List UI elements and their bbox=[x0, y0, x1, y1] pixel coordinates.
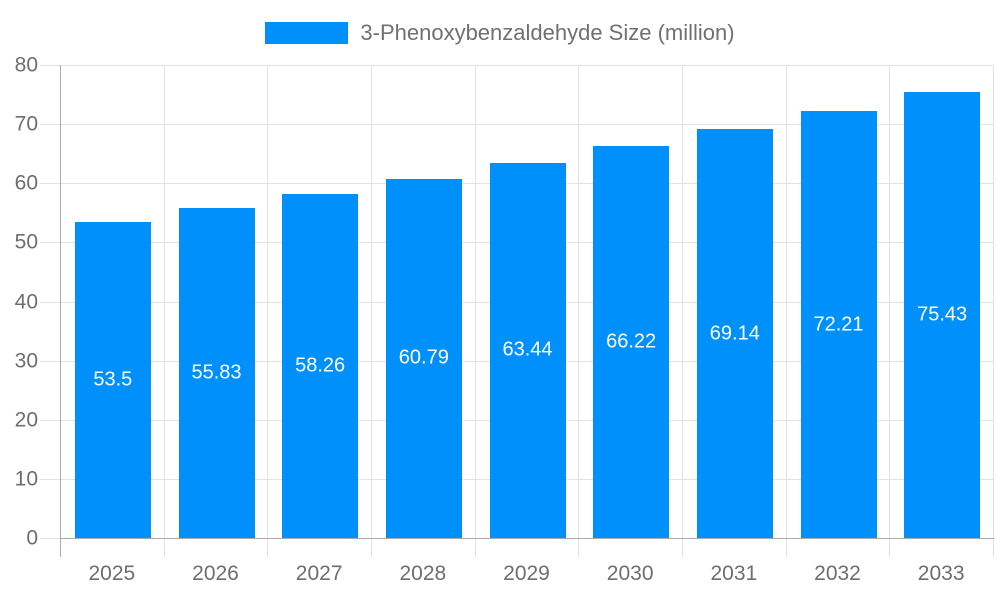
bar-2030[interactable]: 66.22 bbox=[593, 146, 670, 538]
x-axis-tick-label: 2033 bbox=[917, 562, 965, 585]
x-axis-tick-label: 2026 bbox=[192, 562, 239, 585]
bar-2032[interactable]: 72.21 bbox=[800, 111, 877, 538]
y-axis-tick bbox=[40, 301, 60, 303]
y-axis-tick-label: 70 bbox=[14, 112, 38, 136]
bar-value-label: 75.43 bbox=[917, 303, 968, 326]
chart-legend[interactable]: 3-Phenoxybenzaldehyde Size (million) bbox=[0, 20, 1000, 46]
bar-value-label: 72.21 bbox=[813, 313, 864, 336]
x-gridline bbox=[267, 65, 269, 538]
x-axis-tick bbox=[163, 539, 165, 557]
y-gridline bbox=[61, 124, 994, 126]
bar-2027[interactable]: 58.26 bbox=[282, 193, 359, 538]
x-axis-tick-label: 2030 bbox=[606, 562, 654, 585]
bar-value-label: 60.79 bbox=[398, 346, 449, 369]
y-axis-tick bbox=[40, 183, 60, 185]
x-gridline bbox=[163, 65, 165, 538]
bar-2031[interactable]: 69.14 bbox=[696, 129, 773, 538]
x-gridline bbox=[474, 65, 476, 538]
y-axis-tick-label: 0 bbox=[26, 526, 38, 550]
x-axis-tick bbox=[889, 539, 891, 557]
y-axis-tick bbox=[40, 360, 60, 362]
x-axis-tick bbox=[785, 539, 787, 557]
y-axis-tick-label: 80 bbox=[14, 53, 38, 77]
y-axis-tick bbox=[40, 124, 60, 126]
y-axis-tick bbox=[40, 65, 60, 66]
x-axis-tick bbox=[267, 539, 269, 557]
legend-label: 3-Phenoxybenzaldehyde Size (million) bbox=[360, 20, 735, 45]
legend-swatch-icon bbox=[265, 22, 349, 44]
x-gridline bbox=[371, 65, 372, 538]
bar-2028[interactable]: 60.79 bbox=[385, 178, 462, 538]
bar-2025[interactable]: 53.5 bbox=[74, 221, 151, 538]
x-gridline bbox=[889, 65, 891, 538]
x-axis-tick bbox=[371, 539, 372, 557]
bar-value-label: 55.83 bbox=[191, 361, 242, 384]
x-axis-tick-label: 2028 bbox=[399, 562, 447, 585]
y-axis-tick bbox=[40, 419, 60, 421]
y-axis-tick-label: 50 bbox=[14, 230, 38, 254]
x-gridline bbox=[682, 65, 683, 538]
y-axis-tick-label: 10 bbox=[14, 467, 38, 491]
x-gridline bbox=[993, 65, 994, 538]
y-axis-tick bbox=[40, 478, 60, 480]
x-axis-tick-label: 2031 bbox=[710, 562, 758, 585]
bar-2033[interactable]: 75.43 bbox=[904, 92, 981, 538]
y-axis-tick bbox=[40, 538, 60, 539]
bar-value-label: 58.26 bbox=[295, 354, 346, 377]
x-gridline bbox=[785, 65, 787, 538]
x-axis-tick bbox=[578, 539, 580, 557]
bar-2029[interactable]: 63.44 bbox=[489, 162, 566, 538]
bar-value-label: 66.22 bbox=[606, 330, 657, 353]
plot-area: 53.5 55.83 58.26 60.79 63.44 66.22 69.14 72.21 7… bbox=[60, 65, 994, 539]
x-gridline bbox=[578, 65, 580, 538]
bar-2026[interactable]: 55.83 bbox=[178, 207, 255, 538]
bar-value-label: 63.44 bbox=[502, 338, 553, 361]
y-axis-tick bbox=[40, 242, 60, 244]
x-axis-tick-label: 2025 bbox=[88, 562, 136, 585]
x-axis-tick-label: 2032 bbox=[814, 562, 861, 585]
y-axis-tick-label: 30 bbox=[14, 349, 38, 373]
x-axis-tick bbox=[474, 539, 476, 557]
y-axis-tick-label: 40 bbox=[14, 290, 38, 313]
y-axis-tick-label: 20 bbox=[14, 408, 38, 432]
bar-value-label: 69.14 bbox=[709, 322, 760, 345]
x-axis-tick-label: 2029 bbox=[503, 562, 550, 585]
x-axis-tick bbox=[682, 539, 683, 557]
y-axis-tick-label: 60 bbox=[14, 171, 38, 195]
y-gridline bbox=[61, 65, 994, 66]
x-axis-tick bbox=[60, 539, 61, 557]
bar-value-label: 53.5 bbox=[93, 368, 133, 391]
x-axis-tick bbox=[993, 539, 994, 557]
x-axis-tick-label: 2027 bbox=[295, 562, 343, 585]
